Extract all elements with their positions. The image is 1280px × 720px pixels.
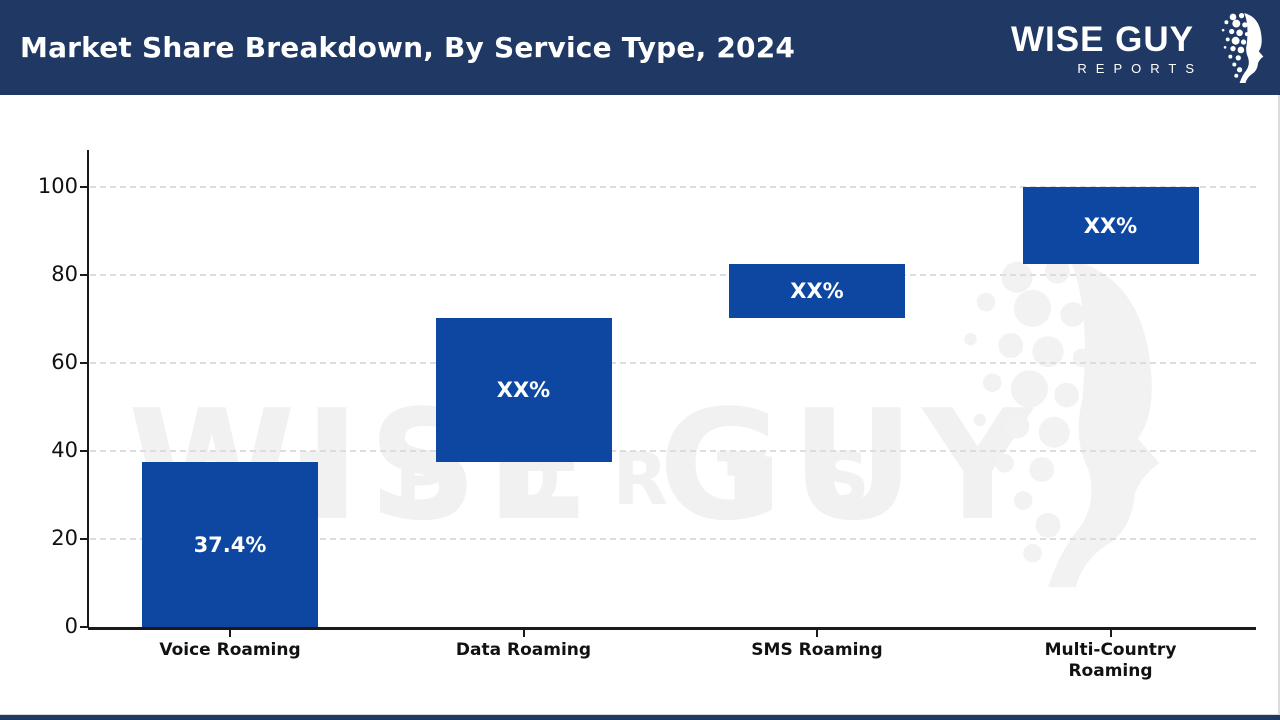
bar-value-label: XX% bbox=[790, 279, 844, 304]
bar-value-label: XX% bbox=[496, 378, 551, 403]
brand-subtitle: REPORTS bbox=[1077, 60, 1203, 76]
x-axis-label-voice-roaming: Voice Roaming bbox=[159, 640, 301, 660]
gridline bbox=[90, 362, 1256, 364]
y-axis-tick-label: 40 bbox=[51, 438, 78, 462]
y-axis-tick bbox=[80, 274, 88, 276]
watermark-head-icon bbox=[964, 258, 1160, 588]
y-axis-tick-label: 20 bbox=[51, 526, 78, 550]
brand-head-icon bbox=[1221, 13, 1264, 83]
bar-sms-roaming: XX% bbox=[729, 264, 905, 318]
bar-value-label: 37.4% bbox=[193, 532, 267, 557]
bar-value-label: XX% bbox=[1083, 213, 1138, 238]
x-axis-tick bbox=[1109, 630, 1112, 637]
bar-multi-country-roaming: XX% bbox=[1022, 187, 1199, 265]
x-axis-tick bbox=[229, 630, 231, 637]
x-axis-label-multi-country-roaming: Multi-Country Roaming bbox=[1044, 640, 1177, 681]
gridline bbox=[90, 274, 1256, 276]
y-axis-tick-label: 100 bbox=[37, 174, 78, 198]
gridline bbox=[90, 450, 1256, 452]
y-axis-tick bbox=[80, 362, 88, 364]
bar-data-roaming: XX% bbox=[435, 317, 612, 463]
x-axis-tick bbox=[816, 630, 818, 637]
y-axis-tick bbox=[80, 538, 88, 540]
y-axis-tick-label: 60 bbox=[51, 350, 78, 374]
x-axis-line bbox=[88, 627, 1256, 630]
header-bar: Market Share Breakdown, By Service Type,… bbox=[0, 0, 1280, 95]
y-axis-tick bbox=[80, 626, 88, 628]
brand-name: WISE GUY bbox=[1010, 19, 1194, 59]
y-axis-tick bbox=[80, 450, 88, 452]
gridline bbox=[90, 538, 1256, 540]
x-axis-tick bbox=[522, 630, 525, 637]
page-title: Market Share Breakdown, By Service Type,… bbox=[20, 31, 796, 64]
gridline bbox=[90, 186, 1256, 188]
brand-logo-text: WISE GUY REPORTS bbox=[1011, 22, 1194, 75]
bar-voice-roaming: 37.4% bbox=[142, 462, 318, 627]
x-axis-label-sms-roaming: SMS Roaming bbox=[751, 640, 883, 660]
x-axis-label-data-roaming: Data Roaming bbox=[455, 640, 592, 660]
y-axis-tick bbox=[80, 186, 88, 188]
y-axis-tick-label: 0 bbox=[64, 614, 78, 638]
y-axis-tick-label: 80 bbox=[51, 262, 78, 286]
y-axis-line bbox=[87, 150, 89, 628]
brand-logo: WISE GUY REPORTS bbox=[1011, 6, 1266, 90]
footer-bar bbox=[0, 714, 1280, 720]
